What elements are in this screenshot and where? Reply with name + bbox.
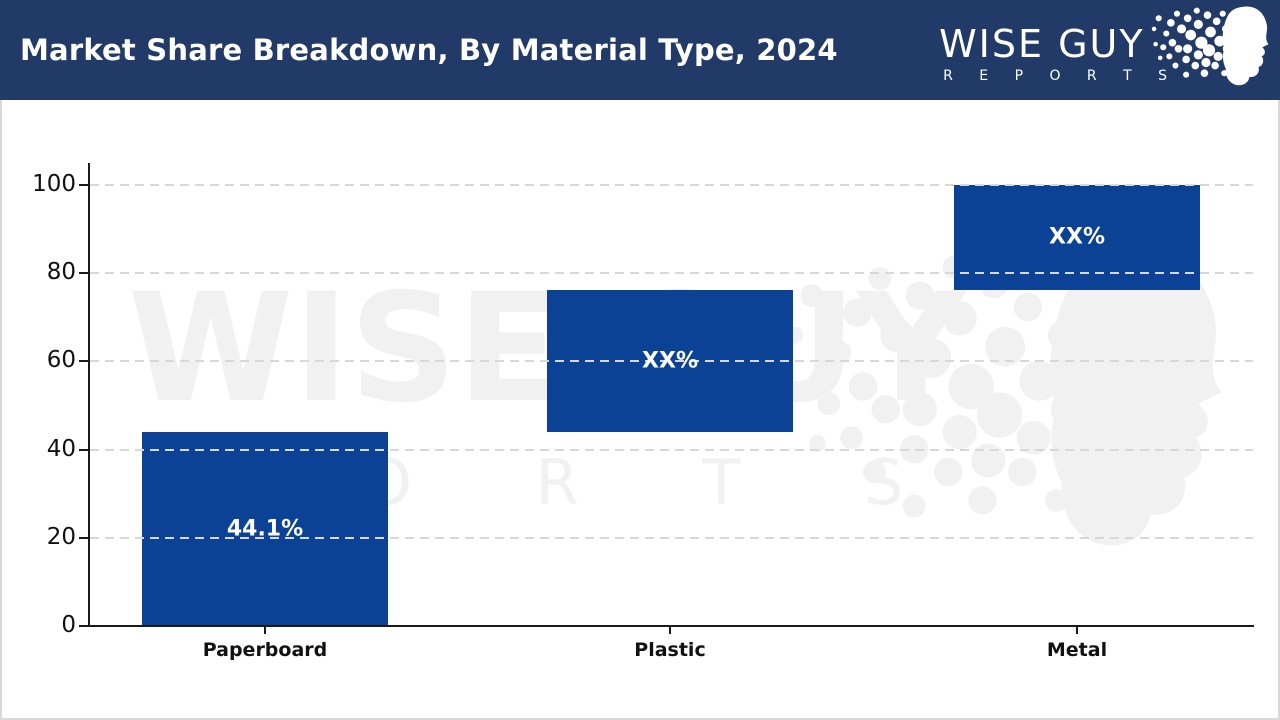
y-tick-label: 40 (46, 435, 76, 462)
header-band: Market Share Breakdown, By Material Type… (0, 0, 1280, 100)
x-tick-label-paperboard: Paperboard (202, 639, 328, 661)
y-axis-line (88, 163, 90, 627)
gridline-80 (90, 272, 1253, 275)
y-tick-label: 60 (46, 347, 76, 374)
y-tick-mark (79, 625, 89, 627)
bar-paperboard (142, 431, 388, 626)
y-tick-mark (79, 184, 89, 186)
bar-value-label: XX% (1049, 224, 1105, 250)
x-axis-line (88, 625, 1254, 627)
bar-value-label: XX% (642, 348, 698, 374)
y-tick-label: 80 (46, 259, 76, 286)
gridline-60 (90, 360, 1253, 363)
y-tick-mark (79, 536, 89, 539)
x-tick-label-plastic: Plastic (634, 639, 706, 661)
page-border-bottom (0, 718, 1280, 720)
y-tick-label: 0 (61, 612, 76, 638)
logo-reports-label: R E P O R T S (943, 68, 1178, 84)
logo: WISE GUY R E P O R T S (939, 6, 1270, 95)
bar-value-label: 44.1% (226, 516, 304, 542)
page-border-left (0, 100, 2, 720)
x-tick-label-metal: Metal (1046, 639, 1108, 661)
logo-wordmark: WISE GUY (939, 22, 1145, 66)
x-tick-mark (264, 627, 266, 634)
y-tick-mark (79, 448, 89, 451)
gridline-100 (90, 184, 1253, 186)
y-tick-mark (79, 360, 89, 363)
y-tick-label: 100 (32, 171, 76, 197)
x-tick-mark (1076, 627, 1078, 634)
y-tick-mark (79, 272, 89, 275)
page-title: Market Share Breakdown, By Material Type… (20, 33, 838, 67)
y-tick-label: 20 (46, 523, 76, 550)
gridline-40 (90, 448, 1253, 451)
gridline-20 (90, 536, 1253, 539)
page-border-right (1278, 100, 1280, 720)
x-tick-mark (669, 627, 671, 634)
logo-text: WISE GUY R E P O R T S (939, 22, 1178, 84)
